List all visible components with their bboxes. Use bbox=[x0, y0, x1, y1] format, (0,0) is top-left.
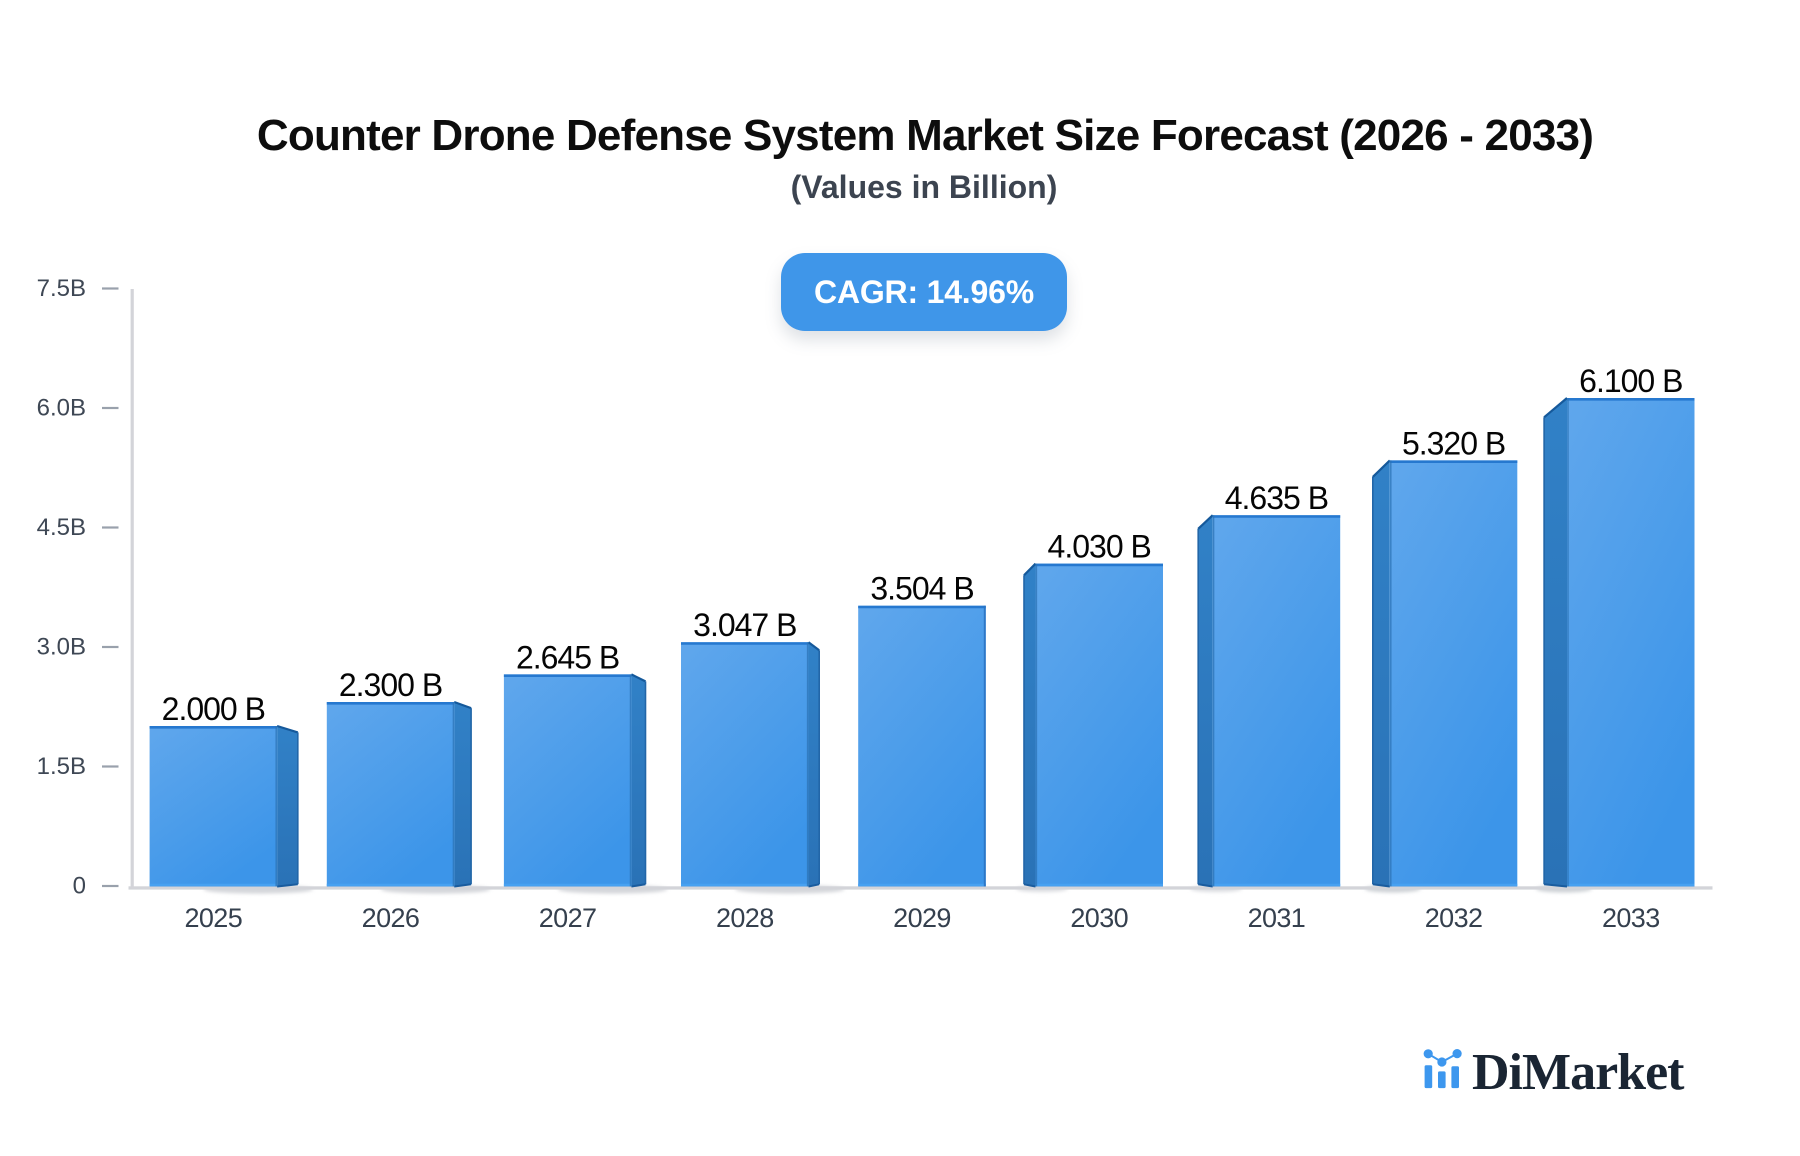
svg-text:2027: 2027 bbox=[539, 903, 597, 933]
svg-text:2.645 B: 2.645 B bbox=[516, 639, 619, 675]
svg-text:2026: 2026 bbox=[362, 903, 420, 933]
svg-text:2.000 B: 2.000 B bbox=[162, 691, 265, 727]
svg-text:6.0B: 6.0B bbox=[37, 395, 86, 422]
svg-text:2.300 B: 2.300 B bbox=[339, 667, 442, 703]
svg-text:2028: 2028 bbox=[716, 903, 774, 933]
svg-text:3.0B: 3.0B bbox=[37, 634, 86, 661]
svg-text:2029: 2029 bbox=[893, 903, 951, 933]
svg-text:0: 0 bbox=[73, 873, 86, 900]
svg-text:4.5B: 4.5B bbox=[37, 514, 86, 541]
svg-text:3.504 B: 3.504 B bbox=[870, 571, 973, 607]
svg-text:2031: 2031 bbox=[1248, 903, 1306, 933]
svg-text:4.030 B: 4.030 B bbox=[1048, 529, 1151, 565]
svg-text:2032: 2032 bbox=[1425, 903, 1483, 933]
svg-text:7.5B: 7.5B bbox=[37, 275, 86, 302]
svg-text:2025: 2025 bbox=[184, 903, 242, 933]
svg-text:6.100 B: 6.100 B bbox=[1579, 363, 1682, 399]
svg-text:2030: 2030 bbox=[1070, 903, 1128, 933]
svg-text:5.320 B: 5.320 B bbox=[1402, 425, 1505, 461]
svg-text:2033: 2033 bbox=[1602, 903, 1660, 933]
svg-text:3.047 B: 3.047 B bbox=[693, 607, 796, 643]
svg-text:1.5B: 1.5B bbox=[37, 753, 86, 780]
svg-text:4.635 B: 4.635 B bbox=[1225, 480, 1328, 516]
